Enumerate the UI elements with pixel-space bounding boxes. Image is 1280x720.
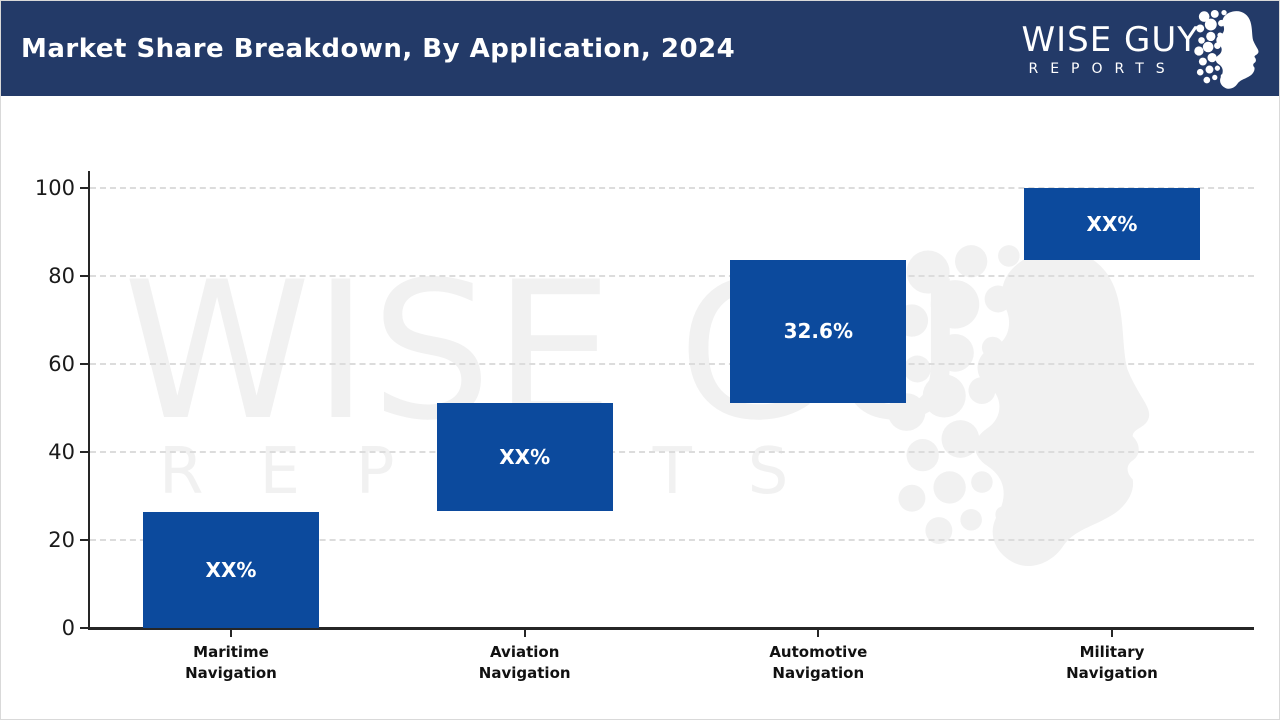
gridline bbox=[90, 363, 1254, 365]
y-axis-tick bbox=[80, 627, 89, 629]
x-axis-tick bbox=[230, 629, 232, 637]
bar: XX% bbox=[436, 403, 613, 511]
bar: XX% bbox=[143, 512, 319, 628]
waterfall-chart: 0 20 40 60 80 100 XX% Maritime Navigation XX% Avia… bbox=[1, 96, 1279, 719]
category-label-line: Navigation bbox=[478, 664, 571, 682]
category-label: Military Navigation bbox=[1002, 642, 1222, 684]
category-label: Maritime Navigation bbox=[121, 642, 341, 684]
bar-value-label: XX% bbox=[205, 558, 257, 583]
category-label: Automotive Navigation bbox=[708, 642, 928, 684]
header-bar: Market Share Breakdown, By Application, … bbox=[1, 1, 1279, 96]
y-axis-tick bbox=[80, 187, 89, 189]
y-tick-label: 60 bbox=[48, 352, 75, 376]
category-label-line: Aviation bbox=[489, 643, 560, 661]
gridline bbox=[90, 539, 1254, 541]
brand-logo-text: WISE GUY REPORTS bbox=[1021, 22, 1199, 77]
bar: XX% bbox=[1024, 188, 1200, 260]
category-label-line: Automotive bbox=[769, 643, 868, 661]
y-tick-label: 20 bbox=[48, 528, 75, 552]
y-axis-line bbox=[88, 171, 90, 629]
y-tick-label: 0 bbox=[61, 616, 75, 640]
y-tick-label: 100 bbox=[34, 176, 75, 200]
y-axis-tick bbox=[80, 363, 89, 365]
category-label-line: Maritime bbox=[193, 643, 269, 661]
gridline bbox=[90, 187, 1254, 189]
category-label-line: Military bbox=[1079, 643, 1145, 661]
x-axis-tick bbox=[1111, 629, 1113, 637]
bar: 32.6% bbox=[730, 259, 907, 404]
brand-logo: WISE GUY REPORTS bbox=[1021, 5, 1269, 93]
y-axis-tick bbox=[80, 539, 89, 541]
y-axis-tick bbox=[80, 275, 89, 277]
gridline bbox=[90, 451, 1254, 453]
y-axis-tick bbox=[80, 451, 89, 453]
y-tick-label: 40 bbox=[48, 440, 75, 464]
bar-value-label: 32.6% bbox=[783, 319, 853, 344]
logo-subtitle: REPORTS bbox=[1028, 60, 1177, 77]
category-label-line: Navigation bbox=[185, 664, 277, 682]
x-axis-line bbox=[88, 627, 1254, 630]
logo-wordmark: WISE GUY bbox=[1021, 19, 1199, 60]
gridline bbox=[90, 275, 1254, 277]
category-label-line: Navigation bbox=[1066, 664, 1158, 682]
bar-value-label: XX% bbox=[1086, 211, 1138, 236]
page-title: Market Share Breakdown, By Application, … bbox=[21, 33, 736, 64]
watermark-head-icon bbox=[889, 245, 1150, 567]
category-label: Aviation Navigation bbox=[415, 642, 635, 684]
dotted-head-icon bbox=[1194, 9, 1259, 89]
y-tick-label: 80 bbox=[48, 264, 75, 288]
x-axis-tick bbox=[817, 629, 820, 637]
x-axis-tick bbox=[523, 629, 526, 637]
category-label-line: Navigation bbox=[772, 664, 865, 682]
bar-value-label: XX% bbox=[499, 444, 551, 469]
